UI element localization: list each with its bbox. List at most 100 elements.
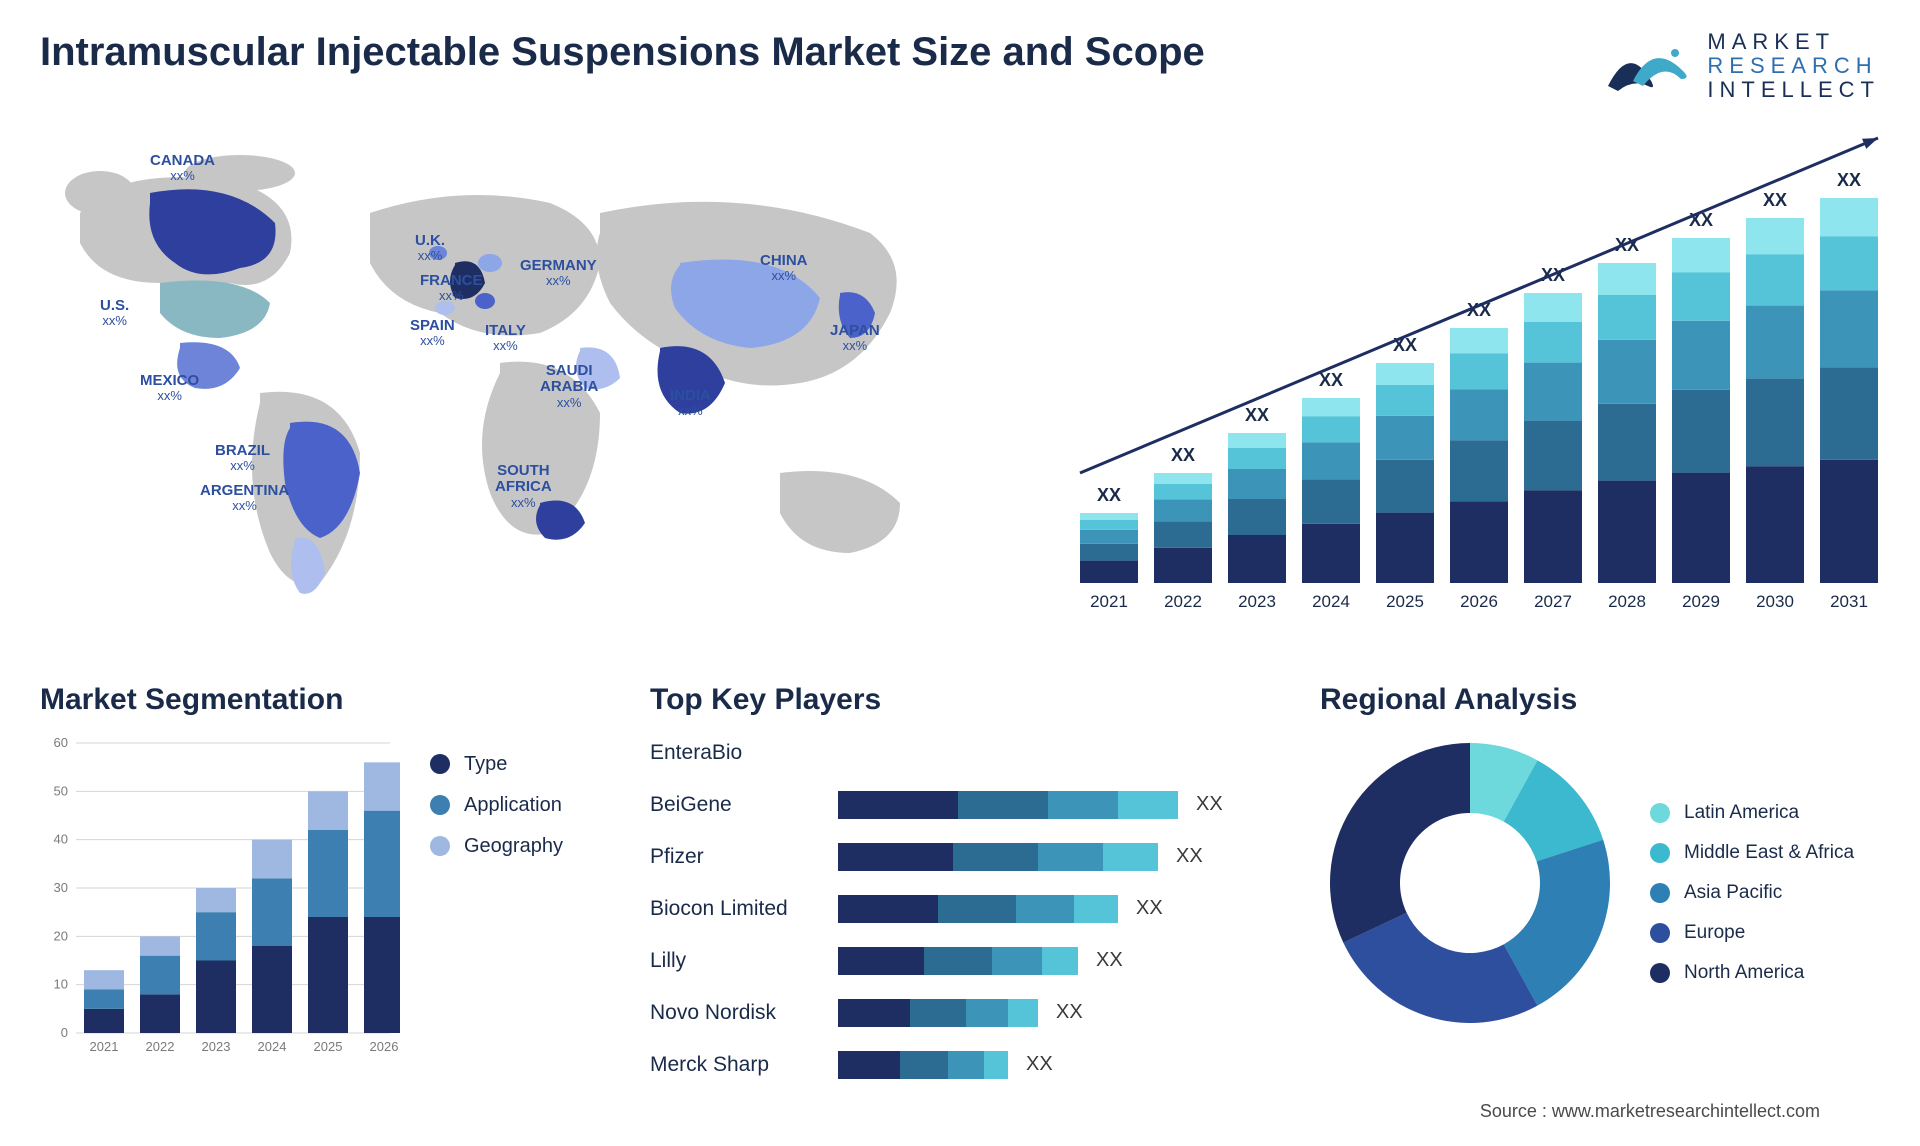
svg-text:2022: 2022 bbox=[1164, 592, 1202, 611]
svg-text:2027: 2027 bbox=[1534, 592, 1572, 611]
player-row: Biocon LimitedXX bbox=[650, 889, 1270, 929]
map-label: JAPANxx% bbox=[830, 323, 880, 354]
growth-chart: XX2021XX2022XX2023XX2024XX2025XX2026XX20… bbox=[1060, 123, 1880, 643]
player-bar-segment bbox=[838, 1051, 900, 1079]
svg-text:XX: XX bbox=[1245, 405, 1269, 425]
map-label: ITALYxx% bbox=[485, 323, 526, 354]
brand-logo: MARKET RESEARCH INTELLECT bbox=[1603, 30, 1880, 103]
player-bar-segment bbox=[838, 895, 938, 923]
legend-label: North America bbox=[1684, 962, 1804, 984]
player-name: Novo Nordisk bbox=[650, 1001, 820, 1025]
player-row: Novo Nordisk XX bbox=[650, 993, 1270, 1033]
player-bar-segment bbox=[966, 999, 1008, 1027]
player-value: XX bbox=[1096, 949, 1123, 972]
world-map: CANADAxx%U.S.xx%MEXICOxx%BRAZILxx%ARGENT… bbox=[40, 123, 1000, 643]
svg-text:40: 40 bbox=[54, 831, 68, 846]
legend-dot-icon bbox=[1650, 803, 1670, 823]
player-name: Biocon Limited bbox=[650, 897, 820, 921]
svg-text:20: 20 bbox=[54, 928, 68, 943]
legend-item: Geography bbox=[430, 835, 563, 858]
map-label: SPAINxx% bbox=[410, 318, 455, 349]
player-bar bbox=[838, 1051, 1008, 1079]
player-bar-segment bbox=[900, 1051, 948, 1079]
player-row: Merck SharpXX bbox=[650, 1045, 1270, 1085]
player-bar-segment bbox=[958, 791, 1048, 819]
key-players-title: Top Key Players bbox=[650, 683, 1270, 717]
logo-swoosh-icon bbox=[1603, 31, 1693, 101]
player-bar-segment bbox=[838, 999, 910, 1027]
player-name: EnteraBio bbox=[650, 741, 820, 765]
player-bar-segment bbox=[984, 1051, 1008, 1079]
legend-item: North America bbox=[1650, 962, 1854, 984]
svg-text:50: 50 bbox=[54, 783, 68, 798]
map-label: GERMANYxx% bbox=[520, 258, 597, 289]
map-label: CHINAxx% bbox=[760, 253, 808, 284]
legend-item: Europe bbox=[1650, 922, 1854, 944]
player-bar-segment bbox=[924, 947, 992, 975]
player-bar-segment bbox=[1074, 895, 1118, 923]
svg-text:XX: XX bbox=[1319, 370, 1343, 390]
player-name: Pfizer bbox=[650, 845, 820, 869]
svg-text:2021: 2021 bbox=[1090, 592, 1128, 611]
svg-text:XX: XX bbox=[1763, 190, 1787, 210]
svg-text:10: 10 bbox=[54, 976, 68, 991]
legend-dot-icon bbox=[430, 795, 450, 815]
legend-label: Geography bbox=[464, 835, 563, 858]
legend-item: Type bbox=[430, 753, 563, 776]
regional-title: Regional Analysis bbox=[1320, 683, 1880, 717]
svg-text:2025: 2025 bbox=[1386, 592, 1424, 611]
legend-item: Middle East & Africa bbox=[1650, 842, 1854, 864]
map-label: INDIAxx% bbox=[670, 388, 711, 419]
svg-text:2025: 2025 bbox=[314, 1039, 343, 1054]
player-bar-segment bbox=[1038, 843, 1103, 871]
map-label: SAUDIARABIAxx% bbox=[540, 363, 598, 410]
legend-dot-icon bbox=[1650, 883, 1670, 903]
legend-label: Middle East & Africa bbox=[1684, 842, 1854, 864]
svg-text:60: 60 bbox=[54, 735, 68, 750]
svg-text:2030: 2030 bbox=[1756, 592, 1794, 611]
map-label: ARGENTINAxx% bbox=[200, 483, 289, 514]
logo-line1: MARKET bbox=[1707, 30, 1880, 54]
legend-label: Latin America bbox=[1684, 802, 1799, 824]
map-label: MEXICOxx% bbox=[140, 373, 199, 404]
svg-text:2031: 2031 bbox=[1830, 592, 1868, 611]
legend-dot-icon bbox=[1650, 963, 1670, 983]
map-label: FRANCExx% bbox=[420, 273, 483, 304]
player-bar-segment bbox=[1118, 791, 1178, 819]
legend-label: Type bbox=[464, 753, 507, 776]
player-bar-segment bbox=[1042, 947, 1078, 975]
svg-text:XX: XX bbox=[1615, 235, 1639, 255]
svg-text:2026: 2026 bbox=[1460, 592, 1498, 611]
player-bar-segment bbox=[838, 947, 924, 975]
svg-text:2024: 2024 bbox=[258, 1039, 287, 1054]
player-bar bbox=[838, 947, 1078, 975]
player-bar-segment bbox=[992, 947, 1042, 975]
player-name: Merck Sharp bbox=[650, 1053, 820, 1077]
legend-label: Asia Pacific bbox=[1684, 882, 1782, 904]
svg-text:2028: 2028 bbox=[1608, 592, 1646, 611]
player-bar bbox=[838, 791, 1178, 819]
player-row: PfizerXX bbox=[650, 837, 1270, 877]
svg-text:2023: 2023 bbox=[202, 1039, 231, 1054]
player-bar bbox=[838, 895, 1118, 923]
player-bar-segment bbox=[953, 843, 1038, 871]
player-bar-segment bbox=[838, 843, 953, 871]
regional-donut bbox=[1320, 733, 1620, 1033]
player-bar-segment bbox=[938, 895, 1016, 923]
regional-legend: Latin America Middle East & Africa Asia Pa… bbox=[1650, 802, 1854, 984]
player-bar-segment bbox=[1048, 791, 1118, 819]
player-row: LillyXX bbox=[650, 941, 1270, 981]
svg-text:XX: XX bbox=[1171, 445, 1195, 465]
player-value: XX bbox=[1056, 1001, 1083, 1024]
svg-text:2029: 2029 bbox=[1682, 592, 1720, 611]
svg-text:30: 30 bbox=[54, 880, 68, 895]
map-label: SOUTHAFRICAxx% bbox=[495, 463, 552, 510]
footer-source: Source : www.marketresearchintellect.com bbox=[1480, 1101, 1820, 1122]
logo-line2: RESEARCH bbox=[1707, 54, 1880, 78]
player-value: XX bbox=[1196, 793, 1223, 816]
player-bar-segment bbox=[838, 791, 958, 819]
svg-text:0: 0 bbox=[61, 1025, 68, 1040]
player-bar-segment bbox=[1103, 843, 1158, 871]
logo-line3: INTELLECT bbox=[1707, 78, 1880, 102]
player-bar-segment bbox=[1016, 895, 1074, 923]
